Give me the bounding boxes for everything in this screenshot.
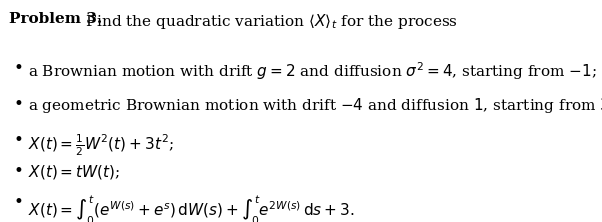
- Text: $X(t) = \int_0^t (e^{W(s)} + e^s)\, \mathrm{d}W(s) + \int_0^t e^{2W(s)}\, \mathr: $X(t) = \int_0^t (e^{W(s)} + e^s)\, \mat…: [28, 194, 355, 222]
- Text: •: •: [14, 60, 24, 77]
- Text: •: •: [14, 96, 24, 113]
- Text: •: •: [14, 194, 24, 211]
- Text: $X(t) = \frac{1}{2}W^2(t) + 3t^2$;: $X(t) = \frac{1}{2}W^2(t) + 3t^2$;: [28, 132, 174, 158]
- Text: Problem 3.: Problem 3.: [9, 12, 102, 26]
- Text: •: •: [14, 163, 24, 180]
- Text: Find the quadratic variation $\langle X\rangle_t$ for the process: Find the quadratic variation $\langle X\…: [81, 12, 458, 31]
- Text: a geometric Brownian motion with drift $-4$ and diffusion $1$, starting from $3$: a geometric Brownian motion with drift $…: [28, 96, 602, 115]
- Text: a Brownian motion with drift $g = 2$ and diffusion $\sigma^2 = 4$, starting from: a Brownian motion with drift $g = 2$ and…: [28, 60, 597, 82]
- Text: •: •: [14, 132, 24, 149]
- Text: $X(t) = tW(t)$;: $X(t) = tW(t)$;: [28, 163, 120, 181]
